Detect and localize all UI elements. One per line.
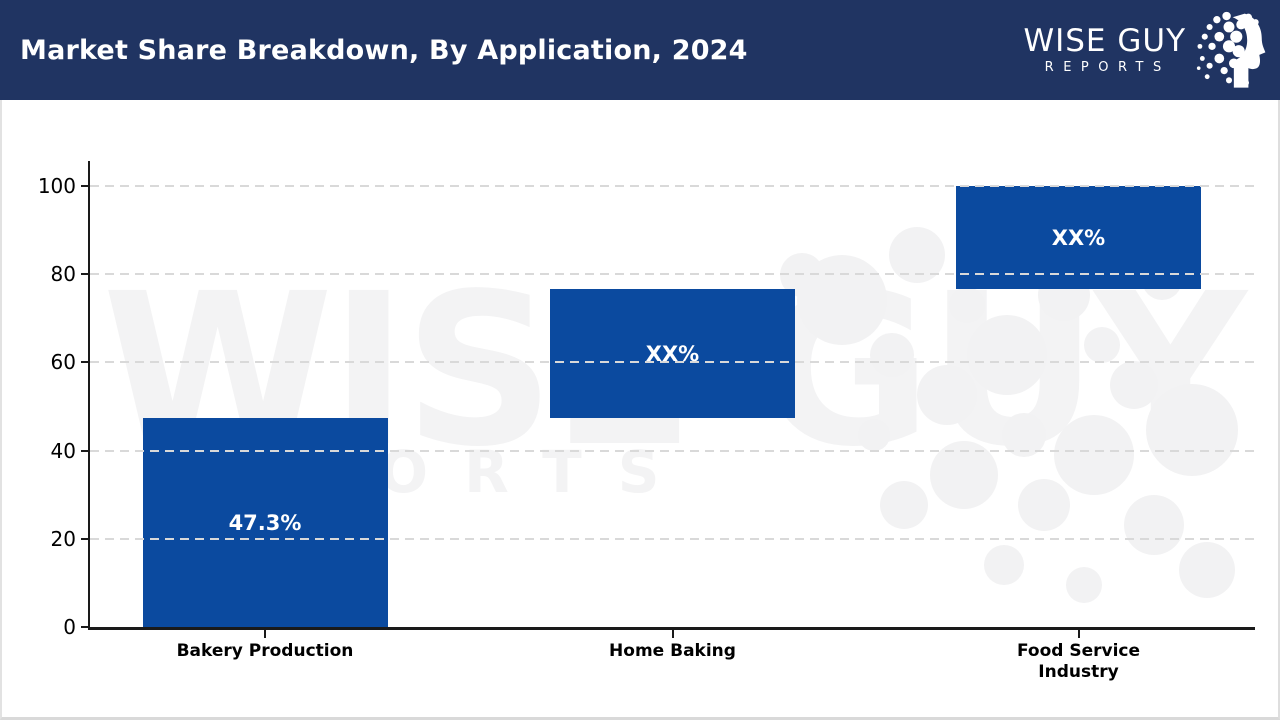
y-tick-mark bbox=[81, 361, 88, 364]
watermark-dot bbox=[1018, 479, 1070, 531]
bar-segment: XX% bbox=[956, 186, 1201, 290]
bar-segment: 47.3% bbox=[142, 418, 388, 627]
chart-title: Market Share Breakdown, By Application, … bbox=[20, 34, 748, 66]
bar-value-label: 47.3% bbox=[228, 510, 302, 535]
y-tick-label: 40 bbox=[50, 438, 76, 463]
watermark-dot bbox=[984, 545, 1024, 585]
y-tick-label: 80 bbox=[50, 262, 76, 287]
watermark-dot bbox=[858, 419, 890, 451]
y-tick-mark bbox=[81, 537, 88, 540]
chart-area: WISE GUY REPORTS 02040608010047.3%Bakery… bbox=[0, 100, 1280, 720]
watermark-dot bbox=[1110, 361, 1158, 409]
y-tick-label: 20 bbox=[50, 526, 76, 551]
wiseguy-face-logo-icon bbox=[1196, 11, 1266, 88]
plot-region: 0 20 40 60 80 100 47.3% Bakery Production XX% Hom… bbox=[38, 161, 1255, 682]
x-tick-mark bbox=[264, 630, 266, 638]
gridline-y-100 bbox=[90, 185, 1255, 187]
wiseguy-logo-text: WISE GUY REPORTS bbox=[1023, 25, 1186, 75]
header-bar: Market Share Breakdown, By Application, … bbox=[0, 0, 1280, 100]
y-tick-mark bbox=[81, 185, 88, 187]
y-tick-mark bbox=[81, 273, 88, 276]
watermark-dot bbox=[917, 365, 977, 425]
wiseguy-logo-name: WISE GUY bbox=[1023, 23, 1186, 60]
y-tick-label: 100 bbox=[37, 174, 76, 198]
y-tick-mark bbox=[81, 449, 88, 452]
watermark-dot bbox=[1124, 495, 1184, 555]
watermark-dot bbox=[1179, 542, 1235, 598]
x-axis-line bbox=[88, 627, 1255, 630]
watermark-dot bbox=[797, 255, 887, 345]
bar-value-label: XX% bbox=[1051, 225, 1106, 250]
watermark-dot bbox=[1084, 327, 1120, 363]
watermark-dot bbox=[949, 287, 985, 323]
wiseguy-logo-subname: REPORTS bbox=[1044, 59, 1171, 75]
watermark-dot bbox=[1054, 415, 1134, 495]
x-tick-mark bbox=[671, 630, 674, 638]
watermark-dot bbox=[967, 315, 1047, 395]
watermark-dot bbox=[930, 441, 998, 509]
wiseguy-logo: WISE GUY REPORTS bbox=[1023, 10, 1266, 90]
gridline-y-60 bbox=[90, 361, 1255, 364]
bar-segment: XX% bbox=[550, 289, 795, 419]
y-tick-mark bbox=[81, 626, 88, 628]
x-category-label: Home Baking bbox=[609, 641, 736, 661]
gridline-y-80 bbox=[90, 273, 1255, 276]
gridline-y-40 bbox=[90, 449, 1255, 452]
y-axis-line bbox=[88, 161, 90, 630]
watermark-dot bbox=[880, 481, 928, 529]
watermark-dot bbox=[1066, 567, 1102, 603]
gridline-y-20 bbox=[90, 537, 1255, 540]
watermark-dot bbox=[870, 333, 914, 377]
y-tick-label: 0 bbox=[63, 615, 76, 639]
y-tick-label: 60 bbox=[50, 350, 76, 375]
x-tick-mark bbox=[1077, 630, 1080, 638]
x-category-label: Food Service Industry bbox=[1016, 641, 1141, 683]
watermark-dot bbox=[1146, 384, 1238, 476]
x-category-label: Bakery Production bbox=[176, 641, 354, 661]
